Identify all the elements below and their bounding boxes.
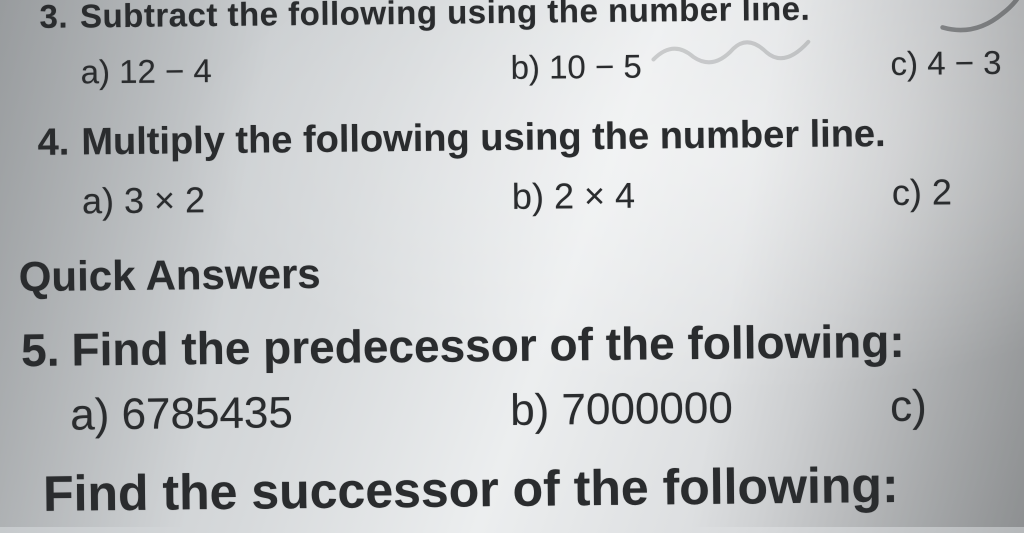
q3-number: 3. bbox=[10, 0, 80, 36]
q3-option-c: c) 4 − 3 bbox=[890, 44, 1001, 83]
q4-option-b: b) 2 × 4 bbox=[512, 172, 892, 218]
q5-option-b: b) 7000000 bbox=[510, 382, 891, 436]
q5-option-c: c) bbox=[890, 382, 927, 432]
option-expr: 2 × 4 bbox=[554, 175, 636, 217]
q5-heading-row: 5. Find the predecessor of the following… bbox=[13, 313, 992, 377]
quick-answers-heading: Quick Answers bbox=[18, 243, 990, 301]
worksheet-content: 3. Subtract the following using the numb… bbox=[0, 0, 1024, 523]
q5-text: Find the predecessor of the following: bbox=[71, 314, 905, 377]
option-label: a) bbox=[70, 390, 110, 439]
option-expr: 6785435 bbox=[121, 388, 293, 439]
option-expr: 4 − 3 bbox=[927, 44, 1002, 82]
q5-options: a) 6785435 b) 7000000 c) bbox=[70, 381, 992, 441]
option-label: b) bbox=[510, 49, 540, 86]
q4-number: 4. bbox=[11, 121, 81, 165]
q6-heading-row: Find the successor of the following: bbox=[43, 455, 994, 523]
q4-option-a: a) 3 × 2 bbox=[82, 176, 512, 223]
option-expr: 12 − 4 bbox=[119, 52, 212, 90]
option-label: b) bbox=[510, 386, 550, 435]
q3-option-b: b) 10 − 5 bbox=[510, 45, 890, 87]
q4-options: a) 3 × 2 b) 2 × 4 c) 2 bbox=[82, 171, 990, 223]
q3-option-a: a) 12 − 4 bbox=[80, 49, 510, 92]
q4-option-c: c) 2 bbox=[892, 171, 952, 214]
q4-text: Multiply the following using the number … bbox=[81, 113, 886, 164]
q6-text: Find the successor of the following: bbox=[43, 456, 899, 523]
option-label: c) bbox=[890, 382, 927, 431]
q3-text: Subtract the following using the number … bbox=[80, 0, 811, 35]
q5-number: 5. bbox=[13, 323, 72, 378]
option-label: c) bbox=[892, 172, 922, 213]
option-label: a) bbox=[82, 180, 114, 221]
option-expr: 10 − 5 bbox=[549, 48, 642, 86]
q4-heading-row: 4. Multiply the following using the numb… bbox=[11, 112, 989, 165]
option-expr: 2 bbox=[932, 171, 952, 212]
option-label: c) bbox=[890, 45, 918, 82]
q3-options: a) 12 − 4 b) 10 − 5 c) 4 − 3 bbox=[80, 44, 988, 92]
option-label: a) bbox=[80, 53, 110, 90]
option-label: b) bbox=[512, 176, 544, 217]
option-expr: 3 × 2 bbox=[124, 179, 206, 221]
q5-option-a: a) 6785435 bbox=[70, 386, 510, 441]
option-expr: 7000000 bbox=[561, 384, 733, 435]
q3-heading-row: 3. Subtract the following using the numb… bbox=[10, 0, 988, 36]
